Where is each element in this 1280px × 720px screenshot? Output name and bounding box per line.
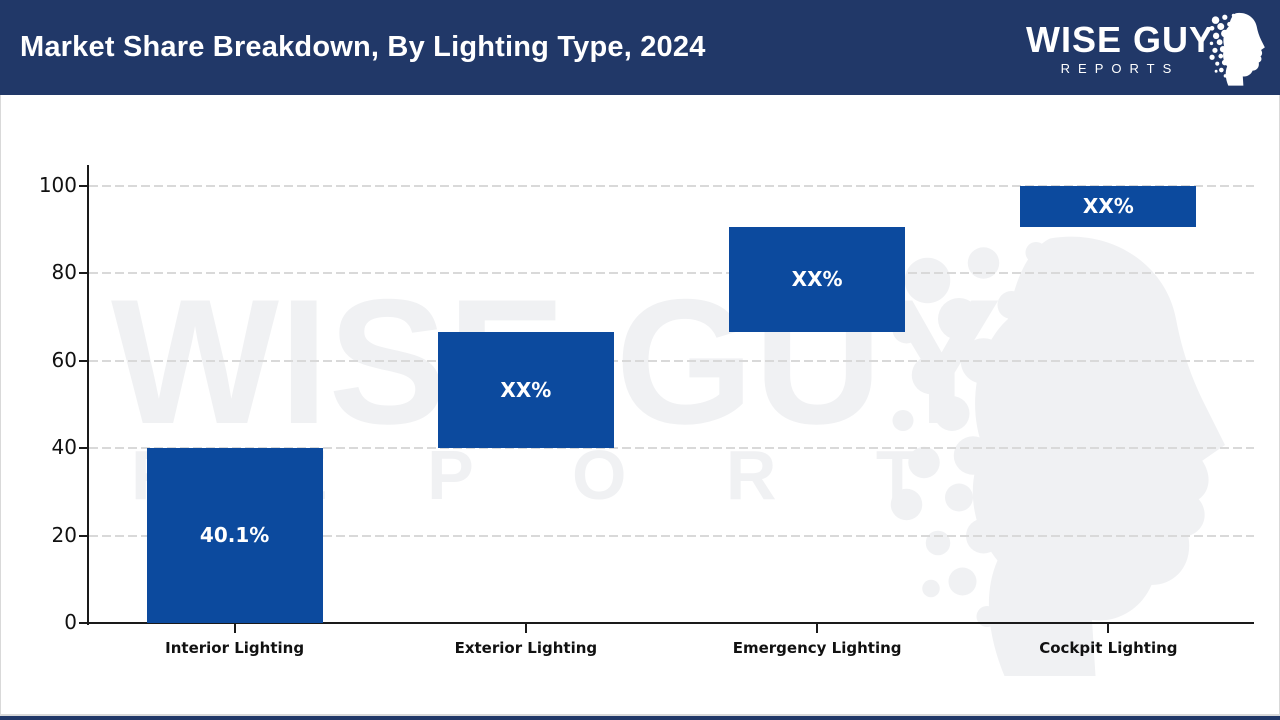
footer-bar <box>0 716 1280 720</box>
x-tick <box>816 624 819 633</box>
bar-value-label: 40.1% <box>199 523 270 548</box>
x-tick <box>1107 624 1110 633</box>
logo-wordmark: WISE GUY <box>1025 19 1214 60</box>
x-axis <box>87 622 1254 624</box>
y-tick-label: 40 <box>51 435 77 460</box>
y-tick-label: 80 <box>51 260 77 285</box>
x-category-label: Exterior Lighting <box>454 639 598 657</box>
gridline <box>89 359 1254 362</box>
bar-value-label: XX% <box>500 377 552 402</box>
x-tick <box>524 624 527 633</box>
bar-4: XX% <box>1020 186 1197 227</box>
header: Market Share Breakdown, By Lighting Type… <box>0 0 1280 95</box>
y-tick <box>79 272 87 275</box>
y-axis <box>87 165 89 625</box>
gridline <box>89 272 1254 275</box>
x-category-label: Cockpit Lighting <box>1039 639 1178 657</box>
x-category-label: Emergency Lighting <box>732 639 902 657</box>
y-tick <box>79 447 87 450</box>
x-tick <box>233 624 236 633</box>
wiseguy-logo: WISE GUY REPORTS <box>1026 10 1266 86</box>
chart-area: WISE GUY R E P O R T S 0 20 40 60 80 100 40.1%… <box>0 95 1280 716</box>
bar-1: 40.1% <box>146 447 323 623</box>
gridline <box>89 447 1254 450</box>
y-tick-label: 20 <box>51 522 77 547</box>
y-tick-label: 60 <box>51 347 77 372</box>
y-tick <box>79 622 87 624</box>
x-category-label: Interior Lighting <box>165 639 305 657</box>
bar-value-label: XX% <box>791 267 843 292</box>
logo-head-icon <box>1208 10 1266 86</box>
bar-value-label: XX% <box>1082 194 1134 219</box>
y-tick-label: 100 <box>38 173 77 197</box>
y-tick <box>79 359 87 362</box>
bar-2: XX% <box>437 331 614 448</box>
y-tick <box>79 185 87 187</box>
logo-text: WISE GUY REPORTS <box>1025 19 1214 77</box>
y-tick <box>79 534 87 537</box>
bar-3: XX% <box>729 226 906 332</box>
page-title: Market Share Breakdown, By Lighting Type… <box>20 31 706 63</box>
y-tick-label: 0 <box>64 610 77 634</box>
logo-subtext: REPORTS <box>1060 61 1180 76</box>
plot: 0 20 40 60 80 100 40.1% Interior Lighting XX% Ext… <box>1 95 1279 714</box>
gridline <box>89 534 1254 537</box>
gridline <box>89 185 1254 187</box>
